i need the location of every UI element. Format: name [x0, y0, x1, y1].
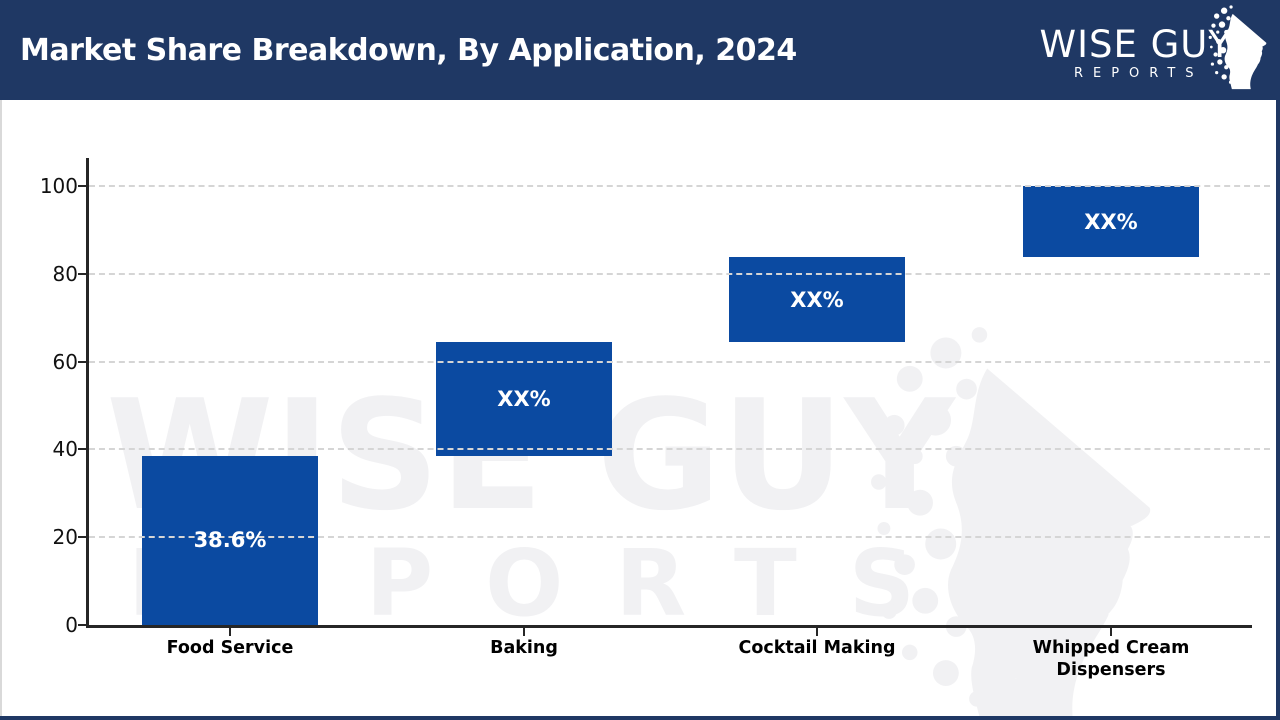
y-axis-line — [86, 158, 89, 628]
logo-text: WISE GUY REPORTS — [1040, 26, 1232, 81]
y-tick-mark — [78, 272, 86, 275]
gridline — [89, 272, 1270, 275]
logo-subtitle: REPORTS — [1073, 65, 1204, 81]
gridline — [89, 536, 1270, 539]
bar-value-label: XX% — [1084, 209, 1138, 234]
gridline — [89, 185, 1270, 187]
page-border-left — [0, 100, 2, 720]
x-tick-mark — [816, 628, 818, 636]
y-tick-label: 80 — [52, 261, 78, 286]
gridline — [89, 448, 1270, 451]
x-tick-mark — [1110, 628, 1112, 636]
chart-plot-area: WISE GUY REPORTS 38.6% XX% XX% XX% 0 20 40 60 80… — [0, 100, 1280, 720]
x-category-label: Cocktail Making — [738, 638, 896, 658]
page-border-right — [1276, 0, 1280, 720]
y-tick-mark — [78, 185, 86, 187]
gridline — [89, 360, 1270, 363]
bar-value-label: XX% — [790, 287, 844, 312]
x-axis-line — [86, 625, 1252, 628]
bar-value-label: 38.6% — [193, 528, 267, 553]
wiseguy-logo: WISE GUY REPORTS — [1040, 5, 1270, 90]
y-tick-label: 40 — [52, 437, 78, 462]
page-border-bottom — [0, 716, 1280, 720]
y-tick-mark — [78, 448, 86, 451]
bar-segment — [729, 257, 905, 343]
header-bar: Market Share Breakdown, By Application, … — [0, 0, 1280, 100]
bar-value-label: XX% — [497, 386, 551, 411]
logo-head-icon — [1208, 5, 1267, 90]
y-tick-mark — [78, 624, 86, 626]
bar-segment — [142, 455, 318, 625]
x-category-label: Food Service — [166, 638, 294, 658]
y-tick-mark — [78, 360, 86, 363]
x-category-label: Whipped Cream Dispensers — [1032, 638, 1190, 680]
page-title: Market Share Breakdown, By Application, … — [20, 33, 797, 68]
y-tick-label: 100 — [39, 174, 78, 198]
y-tick-mark — [78, 536, 86, 539]
y-tick-label: 60 — [52, 349, 78, 374]
x-tick-mark — [229, 628, 231, 636]
bar-segment — [1023, 186, 1199, 258]
logo-wordmark: WISE GUY — [1039, 22, 1232, 66]
x-category-label: Baking — [490, 638, 558, 658]
y-tick-label: 0 — [65, 613, 78, 637]
y-tick-label: 20 — [52, 525, 78, 550]
x-tick-mark — [523, 628, 525, 636]
